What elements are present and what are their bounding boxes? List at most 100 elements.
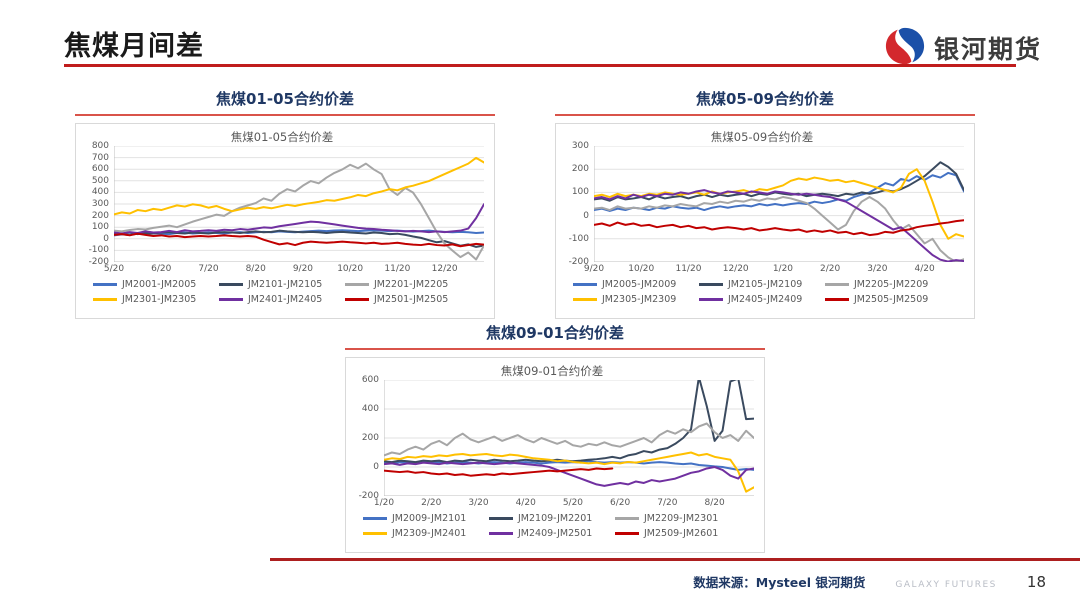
legend-label: JM2509-JM2601 bbox=[644, 528, 719, 539]
series-line-JM2501-JM2505 bbox=[114, 234, 484, 247]
line-chart bbox=[114, 146, 484, 262]
chart-legend: JM2005-JM2009 JM2105-JM2109 JM2205-JM2209 J… bbox=[560, 279, 964, 305]
chart-box: 焦煤05-09合约价差 300 200 100 0 -100 -200 9/20 10/20… bbox=[555, 123, 975, 319]
legend-item: JM2009-JM2101 bbox=[363, 513, 489, 524]
x-axis: 5/20 6/20 7/20 8/20 9/20 10/20 11/20 12/20 bbox=[104, 262, 484, 276]
legend-label: JM2309-JM2401 bbox=[392, 528, 467, 539]
page-number: 18 bbox=[1026, 573, 1046, 591]
legend-swatch-icon bbox=[489, 517, 513, 520]
chart-box: 焦煤09-01合约价差 600 400 200 0 -200 1/20 2/20 3/20 4… bbox=[345, 357, 765, 553]
legend-item: JM2001-JM2005 bbox=[93, 279, 219, 290]
x-axis-tick-label: 3/20 bbox=[468, 498, 489, 508]
legend-label: JM2405-JM2409 bbox=[728, 294, 803, 305]
series-line-JM2409-JM2501 bbox=[384, 463, 754, 486]
legend-swatch-icon bbox=[615, 517, 639, 520]
legend-row: JM2309-JM2401 JM2409-JM2501 JM2509-JM2601 bbox=[363, 528, 741, 539]
legend-label: JM2209-JM2301 bbox=[644, 513, 719, 524]
legend-item: JM2509-JM2601 bbox=[615, 528, 741, 539]
y-axis: 600 400 200 0 -200 bbox=[358, 375, 379, 501]
data-source-text: 数据来源：Mysteel 银河期货 bbox=[693, 575, 866, 590]
panel-header-divider bbox=[345, 348, 765, 350]
x-axis-tick-label: 4/20 bbox=[914, 264, 935, 274]
chart-title: 焦煤09-01合约价差 bbox=[500, 364, 604, 378]
legend-label: JM2105-JM2109 bbox=[728, 279, 803, 290]
chart-panel-05-09: 焦煤05-09合约价差 焦煤05-09合约价差 300 200 100 0 -100 -2… bbox=[555, 88, 975, 319]
x-axis-tick-label: 4/20 bbox=[515, 498, 536, 508]
legend-item: JM2505-JM2509 bbox=[825, 294, 951, 305]
galaxy-logo-icon bbox=[885, 26, 925, 70]
x-axis: 9/20 10/20 11/20 12/20 1/20 2/20 3/20 4/20 bbox=[584, 262, 964, 276]
x-axis-tick-label: 5/20 bbox=[103, 264, 125, 274]
x-axis-tick-label: 9/20 bbox=[583, 264, 605, 274]
legend-item: JM2301-JM2305 bbox=[93, 294, 219, 305]
chart-legend: JM2001-JM2005 JM2101-JM2105 JM2201-JM2205 J… bbox=[80, 279, 484, 305]
series-line-JM2405-JM2409 bbox=[594, 190, 964, 261]
legend-item: JM2105-JM2109 bbox=[699, 279, 825, 290]
y-axis: 300 200 100 0 -100 -200 bbox=[568, 141, 589, 267]
legend-label: JM2205-JM2209 bbox=[854, 279, 929, 290]
legend-label: JM2005-JM2009 bbox=[602, 279, 677, 290]
legend-swatch-icon bbox=[699, 298, 723, 301]
chart-title: 焦煤01-05合约价差 bbox=[230, 130, 334, 144]
panel-header-divider bbox=[75, 114, 495, 116]
x-axis-tick-label: 9/20 bbox=[292, 264, 314, 274]
legend-item: JM2405-JM2409 bbox=[699, 294, 825, 305]
line-chart bbox=[594, 146, 964, 262]
legend-swatch-icon bbox=[573, 298, 597, 301]
legend-label: JM2009-JM2101 bbox=[392, 513, 467, 524]
legend-row: JM2005-JM2009 JM2105-JM2109 JM2205-JM2209 bbox=[573, 279, 951, 290]
legend-swatch-icon bbox=[825, 283, 849, 286]
x-axis-tick-label: 12/20 bbox=[722, 264, 749, 274]
legend-item: JM2201-JM2205 bbox=[345, 279, 471, 290]
x-axis-tick-label: 12/20 bbox=[431, 264, 458, 274]
legend-swatch-icon bbox=[219, 283, 243, 286]
footer: 数据来源：Mysteel 银河期货 GALAXY FUTURES 18 bbox=[693, 572, 1046, 591]
plot-area bbox=[594, 146, 964, 262]
legend-swatch-icon bbox=[825, 298, 849, 301]
series-line-JM2201-JM2205 bbox=[114, 164, 484, 260]
legend-label: JM2501-JM2505 bbox=[374, 294, 449, 305]
legend-item: JM2305-JM2309 bbox=[573, 294, 699, 305]
x-axis-tick-label: 11/20 bbox=[675, 264, 702, 274]
legend-label: JM2505-JM2509 bbox=[854, 294, 929, 305]
legend-swatch-icon bbox=[93, 298, 117, 301]
x-axis: 1/20 2/20 3/20 4/20 5/20 6/20 7/20 8/20 bbox=[374, 496, 754, 510]
legend-label: JM2201-JM2205 bbox=[374, 279, 449, 290]
x-axis-tick-label: 3/20 bbox=[867, 264, 888, 274]
chart-title: 焦煤05-09合约价差 bbox=[710, 130, 814, 144]
x-axis-tick-label: 7/20 bbox=[198, 264, 219, 274]
legend-swatch-icon bbox=[93, 283, 117, 286]
x-axis-tick-label: 7/20 bbox=[657, 498, 678, 508]
logo-text: 银河期货 bbox=[933, 35, 1042, 64]
title-divider bbox=[64, 64, 1016, 67]
legend-row: JM2009-JM2101 JM2109-JM2201 JM2209-JM2301 bbox=[363, 513, 741, 524]
series-line-JM2209-JM2301 bbox=[384, 424, 754, 456]
legend-item: JM2205-JM2209 bbox=[825, 279, 951, 290]
series-line-JM2305-JM2309 bbox=[594, 169, 964, 239]
series-line-JM2301-JM2305 bbox=[114, 158, 484, 215]
chart-legend: JM2009-JM2101 JM2109-JM2201 JM2209-JM2301 J… bbox=[350, 513, 754, 539]
plot-area bbox=[384, 380, 754, 496]
legend-label: JM2301-JM2305 bbox=[122, 294, 197, 305]
panel-header: 焦煤01-05合约价差 bbox=[216, 90, 354, 108]
series-line-JM2109-JM2201 bbox=[384, 380, 754, 462]
legend-item: JM2101-JM2105 bbox=[219, 279, 345, 290]
legend-swatch-icon bbox=[573, 283, 597, 286]
x-axis-tick-label: 8/20 bbox=[704, 498, 725, 508]
legend-label: JM2109-JM2201 bbox=[518, 513, 593, 524]
panel-header-divider bbox=[555, 114, 975, 116]
legend-row: JM2301-JM2305 JM2401-JM2405 JM2501-JM2505 bbox=[93, 294, 471, 305]
legend-item: JM2209-JM2301 bbox=[615, 513, 741, 524]
page-title: 焦煤月间差 bbox=[64, 31, 204, 62]
series-line-JM2505-JM2509 bbox=[594, 220, 964, 235]
legend-row: JM2001-JM2005 JM2101-JM2105 JM2201-JM2205 bbox=[93, 279, 471, 290]
galaxy-futures-logo: 银河期货 bbox=[885, 26, 1042, 70]
x-axis-tick-label: 10/20 bbox=[628, 264, 655, 274]
legend-label: JM2101-JM2105 bbox=[248, 279, 323, 290]
chart-panel-09-01: 焦煤09-01合约价差 焦煤09-01合约价差 600 400 200 0 -200 1… bbox=[345, 322, 765, 553]
x-axis-tick-label: 2/20 bbox=[421, 498, 442, 508]
legend-swatch-icon bbox=[699, 283, 723, 286]
footer-brand-text: GALAXY FUTURES bbox=[895, 580, 997, 590]
legend-swatch-icon bbox=[615, 532, 639, 535]
legend-item: JM2409-JM2501 bbox=[489, 528, 615, 539]
